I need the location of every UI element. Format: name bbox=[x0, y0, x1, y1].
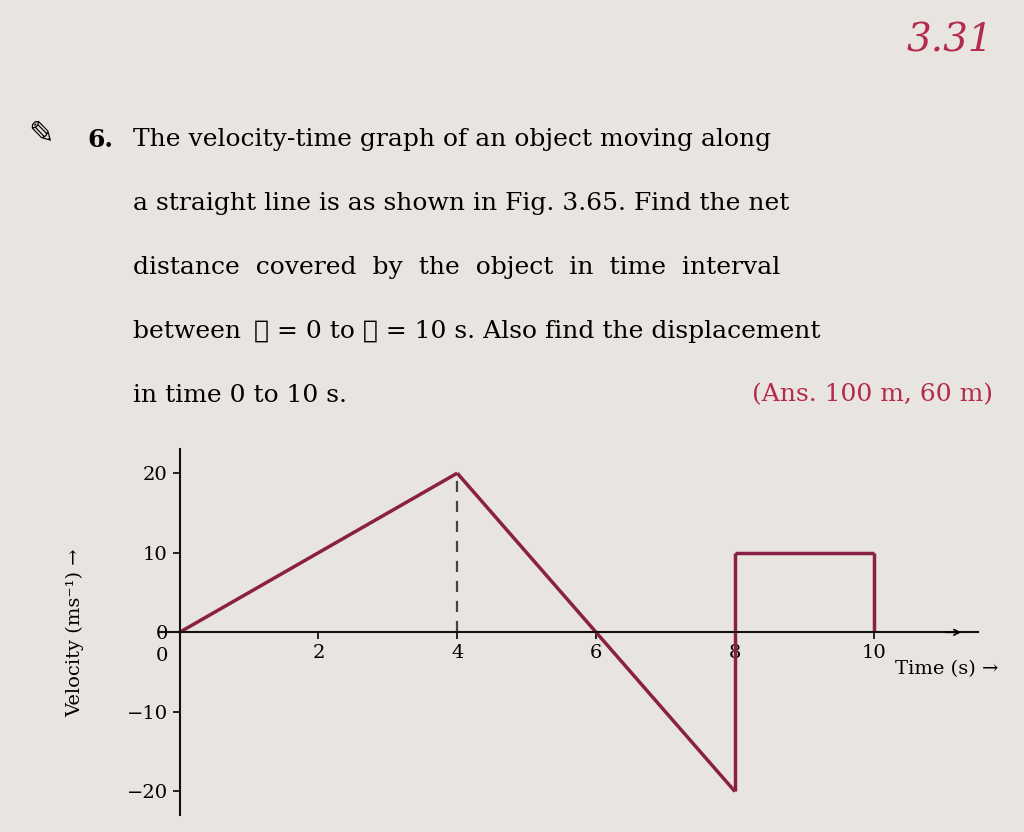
Text: Time (s) →: Time (s) → bbox=[895, 660, 998, 678]
Text: 0: 0 bbox=[156, 646, 168, 665]
Text: Velocity (ms⁻¹) →: Velocity (ms⁻¹) → bbox=[67, 548, 85, 716]
Text: distance  covered  by  the  object  in  time  interval: distance covered by the object in time i… bbox=[133, 255, 780, 279]
Text: between  ｔ = 0 to ｔ = 10 s. Also find the displacement: between ｔ = 0 to ｔ = 10 s. Also find the… bbox=[133, 319, 820, 343]
Text: ✎: ✎ bbox=[29, 119, 53, 148]
Text: (Ans. 100 m, 60 m): (Ans. 100 m, 60 m) bbox=[753, 384, 993, 407]
Text: 6.: 6. bbox=[87, 128, 113, 152]
Text: in time 0 to 10 s.: in time 0 to 10 s. bbox=[133, 384, 347, 407]
Text: The velocity-time graph of an object moving along: The velocity-time graph of an object mov… bbox=[133, 128, 771, 151]
Text: a straight line is as shown in Fig. 3.65. Find the net: a straight line is as shown in Fig. 3.65… bbox=[133, 192, 790, 215]
Text: 3.31: 3.31 bbox=[906, 22, 993, 59]
